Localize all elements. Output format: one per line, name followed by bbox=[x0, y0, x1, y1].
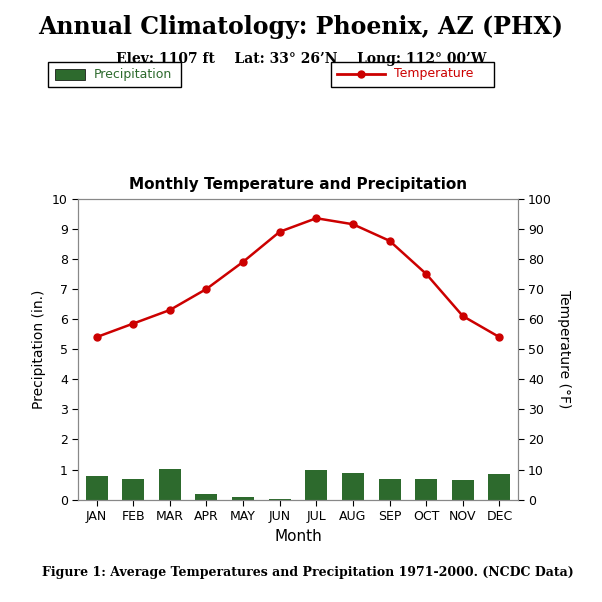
Bar bbox=[196, 494, 217, 500]
Bar bbox=[305, 470, 327, 500]
Y-axis label: Precipitation (in.): Precipitation (in.) bbox=[33, 290, 46, 409]
Title: Monthly Temperature and Precipitation: Monthly Temperature and Precipitation bbox=[129, 177, 467, 192]
Bar bbox=[452, 480, 474, 500]
FancyBboxPatch shape bbox=[55, 69, 85, 81]
Bar bbox=[232, 497, 254, 500]
Text: Temperature: Temperature bbox=[394, 67, 474, 80]
Text: Precipitation: Precipitation bbox=[93, 68, 172, 81]
Bar bbox=[159, 470, 181, 500]
FancyBboxPatch shape bbox=[48, 62, 181, 87]
Bar bbox=[488, 474, 510, 500]
Bar bbox=[85, 477, 108, 500]
Bar bbox=[122, 479, 144, 500]
Text: Annual Climatology: Phoenix, AZ (PHX): Annual Climatology: Phoenix, AZ (PHX) bbox=[39, 15, 563, 39]
Text: Elev: 1107 ft    Lat: 33° 26’N    Long: 112° 00’W: Elev: 1107 ft Lat: 33° 26’N Long: 112° 0… bbox=[116, 52, 486, 66]
Bar bbox=[268, 498, 291, 500]
FancyBboxPatch shape bbox=[331, 62, 494, 87]
Bar bbox=[379, 479, 400, 500]
Y-axis label: Temperature (°F): Temperature (°F) bbox=[557, 290, 571, 408]
X-axis label: Month: Month bbox=[274, 529, 322, 544]
Text: Figure 1: Average Temperatures and Precipitation 1971-2000. (NCDC Data): Figure 1: Average Temperatures and Preci… bbox=[42, 566, 574, 579]
Bar bbox=[415, 479, 437, 500]
Bar bbox=[342, 473, 364, 500]
